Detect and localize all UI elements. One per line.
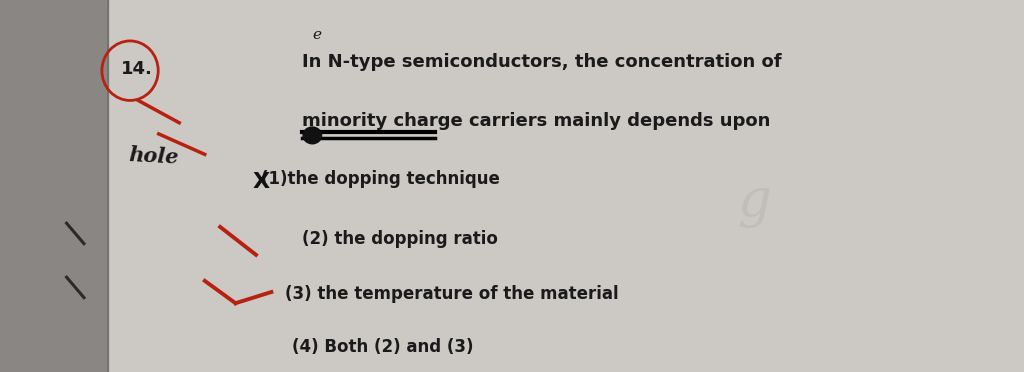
- Ellipse shape: [303, 127, 322, 144]
- Text: In N-type semiconductors, the concentration of: In N-type semiconductors, the concentrat…: [302, 53, 781, 71]
- Text: 14.: 14.: [121, 60, 153, 78]
- Text: (2) the dopping ratio: (2) the dopping ratio: [302, 230, 498, 248]
- Text: (4) Both (2) and (3): (4) Both (2) and (3): [292, 337, 473, 356]
- Text: minority charge carriers mainly depends upon: minority charge carriers mainly depends …: [302, 112, 770, 131]
- Text: (1)the dopping technique: (1)the dopping technique: [261, 170, 500, 188]
- Bar: [0, 0, 108, 372]
- Text: g: g: [737, 177, 771, 228]
- Text: e: e: [312, 28, 322, 42]
- Text: X: X: [253, 172, 270, 192]
- Text: hole: hole: [128, 145, 179, 168]
- Text: (3) the temperature of the material: (3) the temperature of the material: [285, 285, 618, 304]
